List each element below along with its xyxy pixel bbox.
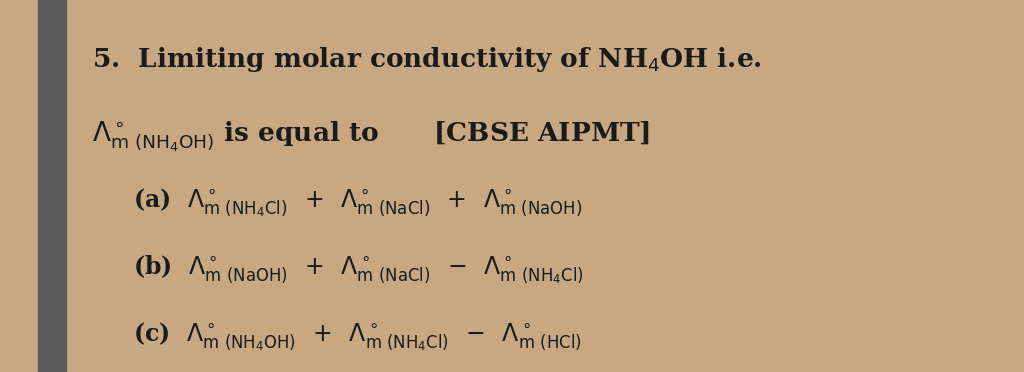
Text: (a)  $\Lambda^\circ_{\mathrm{m\ (NH_4Cl)}}$  $+$  $\Lambda^\circ_{\mathrm{m\ (Na: (a) $\Lambda^\circ_{\mathrm{m\ (NH_4Cl)}… <box>133 186 583 219</box>
FancyBboxPatch shape <box>38 0 66 372</box>
Text: $\Lambda^\circ_{\mathrm{m\ (NH_4OH)}}$ is equal to      [CBSE AIPMT]: $\Lambda^\circ_{\mathrm{m\ (NH_4OH)}}$ i… <box>92 119 650 154</box>
Text: (c)  $\Lambda^\circ_{\mathrm{m\ (NH_4OH)}}$  $+$  $\Lambda^\circ_{\mathrm{m\ (NH: (c) $\Lambda^\circ_{\mathrm{m\ (NH_4OH)}… <box>133 320 582 353</box>
Text: 5.  Limiting molar conductivity of NH$_4$OH i.e.: 5. Limiting molar conductivity of NH$_4$… <box>92 45 762 74</box>
Text: (b)  $\Lambda^\circ_{\mathrm{m\ (NaOH)}}$  $+$  $\Lambda^\circ_{\mathrm{m\ (NaCl: (b) $\Lambda^\circ_{\mathrm{m\ (NaOH)}}$… <box>133 253 584 286</box>
